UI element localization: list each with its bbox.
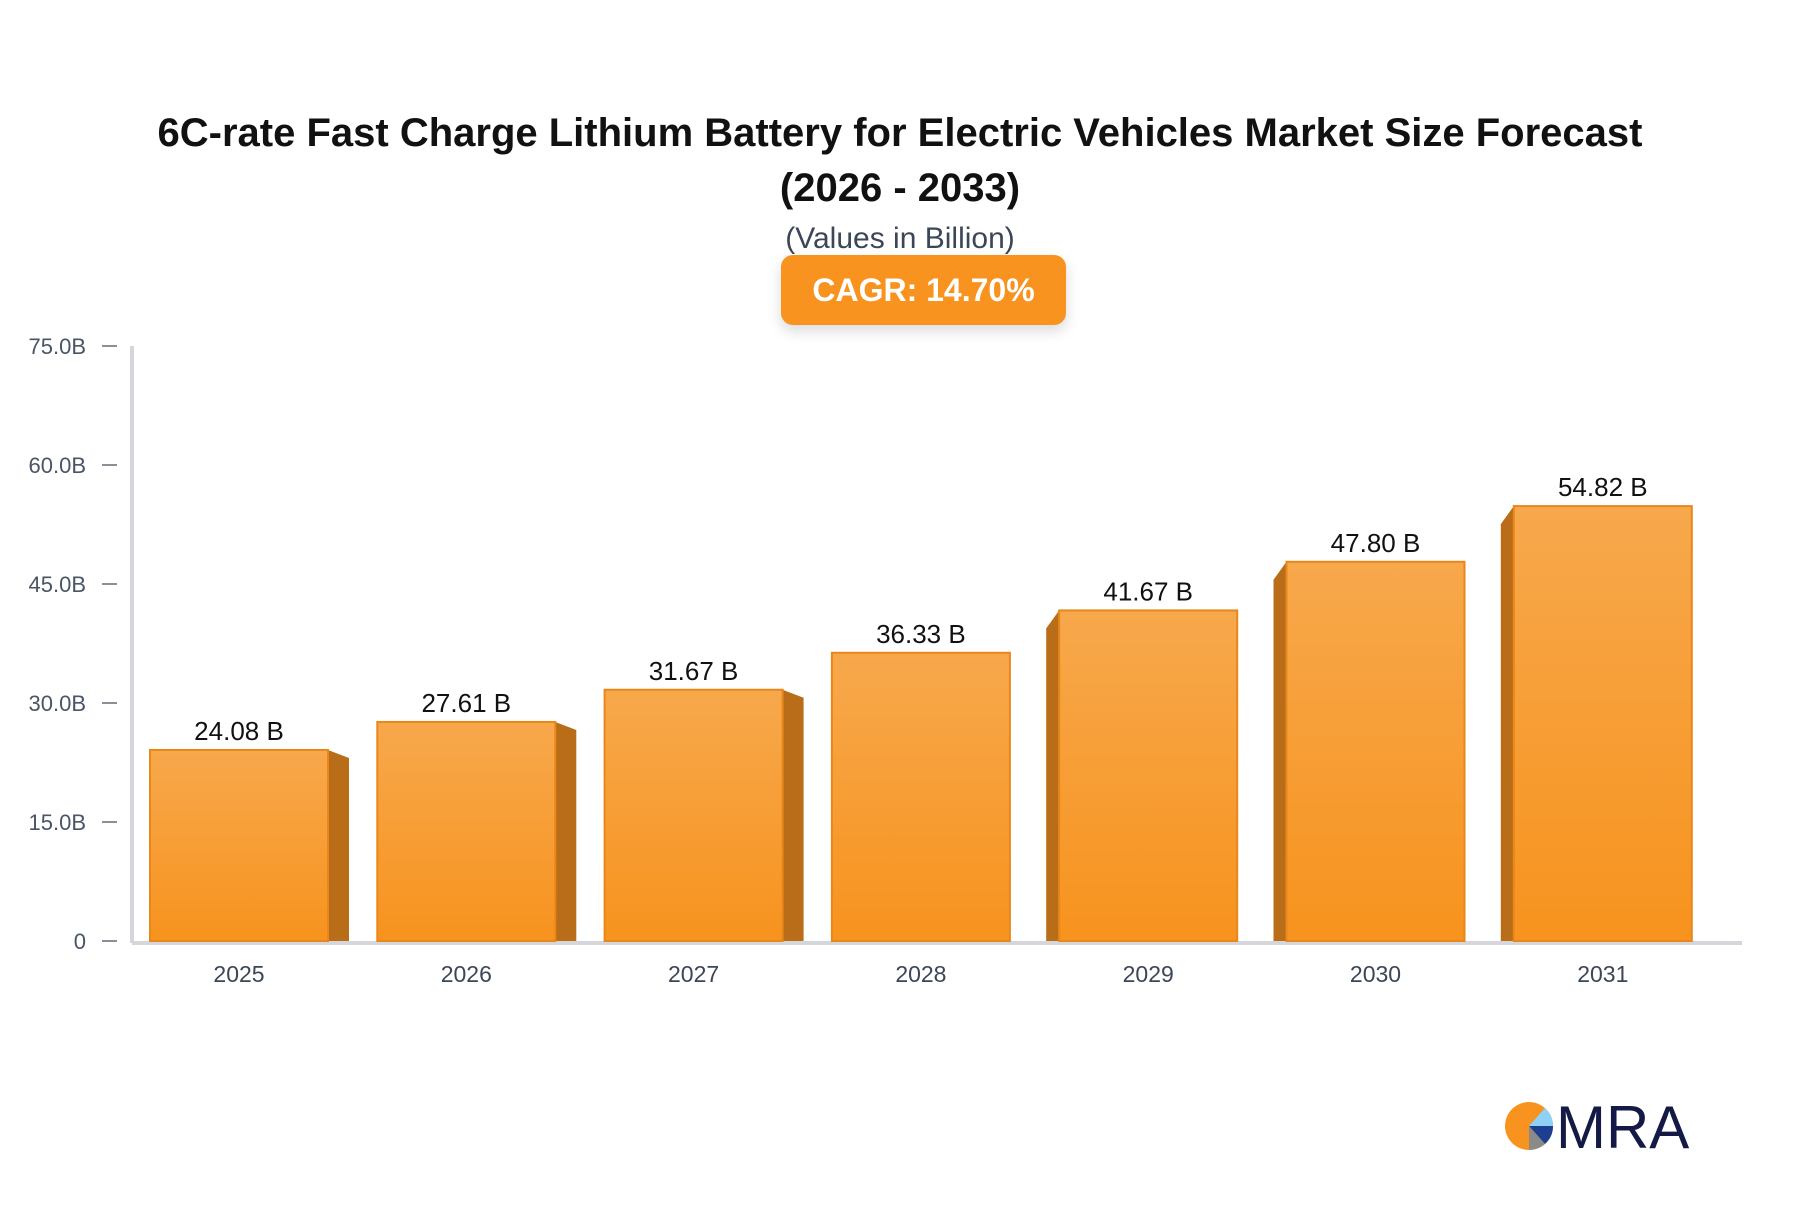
bar-group: 41.67 B 2029 xyxy=(1046,576,1239,987)
bar-group: 27.61 B 2026 xyxy=(376,688,577,987)
x-tick-label: 2028 xyxy=(895,961,946,987)
x-tick-label: 2026 xyxy=(441,961,492,987)
data-label: 31.67 B xyxy=(649,656,739,686)
x-tick-label: 2027 xyxy=(668,961,719,987)
chart-title-line-1: 6C-rate Fast Charge Lithium Battery for … xyxy=(157,111,1643,155)
bar xyxy=(376,720,557,943)
bar-side xyxy=(555,721,577,941)
bar xyxy=(149,748,329,942)
x-tick-label: 2029 xyxy=(1123,961,1174,987)
bar-group: 31.67 B 2027 xyxy=(603,656,804,987)
y-tick-label: 75.0B xyxy=(29,334,87,359)
bar xyxy=(603,688,784,943)
data-label: 24.08 B xyxy=(194,716,284,746)
cagr-badge: CAGR: 14.70% xyxy=(781,255,1066,325)
x-tick-label: 2030 xyxy=(1350,961,1401,987)
bar-group: 24.08 B 2025 xyxy=(149,716,349,987)
bar-group: 54.82 B 2031 xyxy=(1500,472,1693,987)
y-tick-label: 15.0B xyxy=(29,810,87,835)
y-tick-label: 30.0B xyxy=(29,691,87,716)
data-label: 41.67 B xyxy=(1103,576,1193,606)
bar-side xyxy=(328,749,349,941)
bar-group: 47.80 B 2030 xyxy=(1273,528,1466,987)
data-label: 36.33 B xyxy=(876,619,966,649)
chart-title-line-2: (2026 - 2033) xyxy=(779,166,1021,210)
data-label: 27.61 B xyxy=(421,688,511,718)
bar-side xyxy=(1046,610,1060,941)
logo-text: MRA xyxy=(1556,1096,1689,1156)
bar xyxy=(830,651,1011,942)
x-tick-label: 2025 xyxy=(213,961,264,987)
chart-subtitle: (Values in Billion) xyxy=(785,222,1015,255)
data-label: 47.80 B xyxy=(1331,528,1421,558)
bar xyxy=(1058,609,1239,943)
data-label: 54.82 B xyxy=(1558,472,1648,502)
y-tick-label: 45.0B xyxy=(29,572,87,597)
y-tick-label: 0 xyxy=(74,929,86,954)
bar-side xyxy=(1500,506,1514,941)
x-tick-label: 2031 xyxy=(1577,961,1628,987)
y-tick-label: 60.0B xyxy=(29,453,87,478)
bar-side xyxy=(782,689,804,941)
bar xyxy=(1285,560,1466,943)
chart-title: 6C-rate Fast Charge Lithium Battery for … xyxy=(0,106,1800,216)
mra-logo: MRA xyxy=(1504,1094,1694,1161)
bar-group: 36.33 B 2028 xyxy=(830,619,1011,987)
bar xyxy=(1512,505,1693,942)
bar-side xyxy=(1273,561,1287,941)
